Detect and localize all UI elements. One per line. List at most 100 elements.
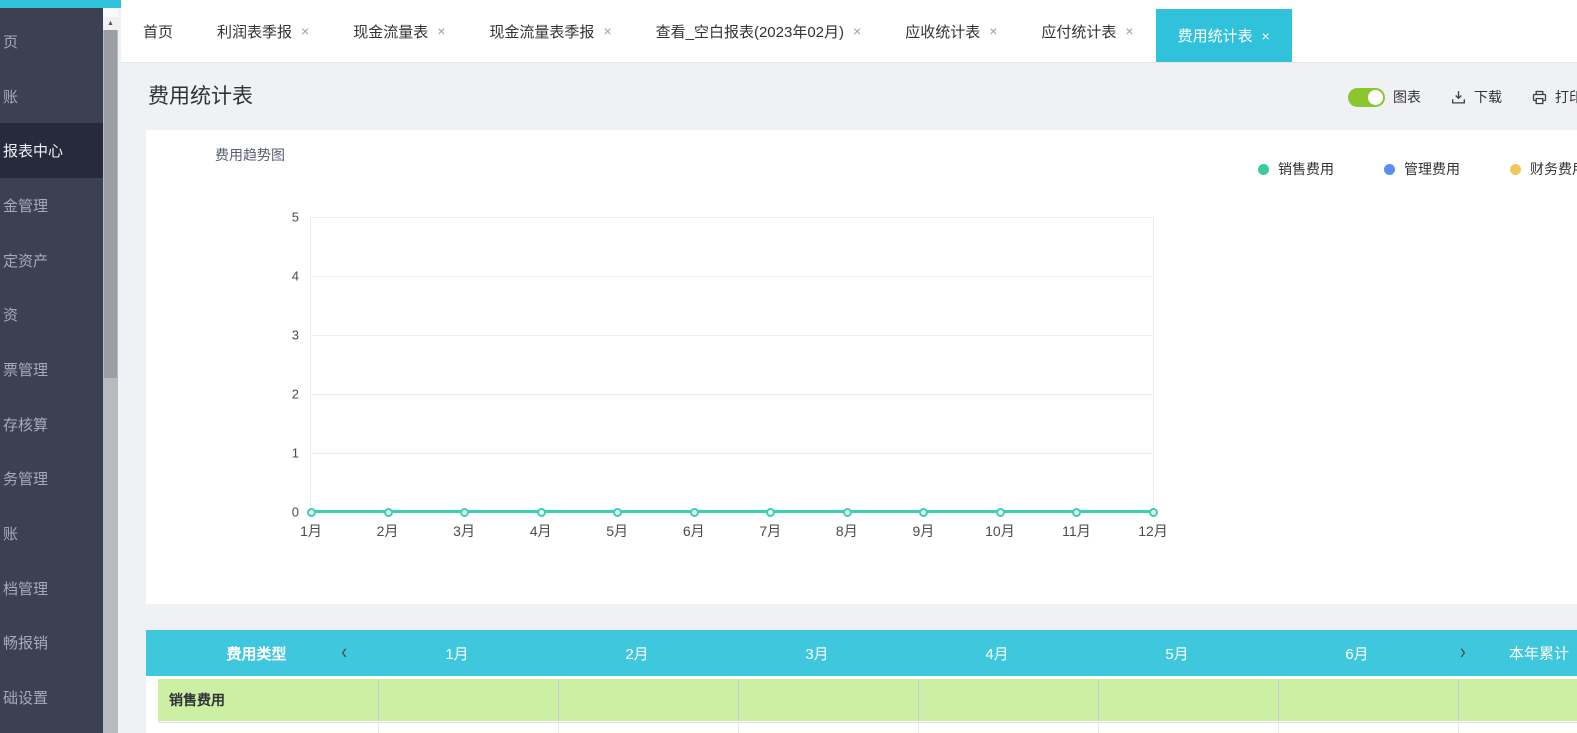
sidebar-nav: 页账报表中心 金管理 定资产资票管理 存核算 务管理账档管理 畅报销 础设置 <box>0 8 103 733</box>
y-axis-label: 3 <box>291 327 299 343</box>
legend-label: 销售费用 <box>1278 161 1334 177</box>
x-axis-label: 7月 <box>759 523 782 539</box>
sidebar-item-12[interactable]: 础设置 <box>3 690 49 708</box>
gridline <box>311 453 1153 454</box>
legend-label: 管理费用 <box>1404 161 1460 177</box>
data-point-marker <box>1072 508 1082 517</box>
row-month-cell-1 <box>379 679 559 721</box>
tab-label: 费用统计表 <box>1177 28 1253 45</box>
x-axis-label: 11月 <box>1062 523 1091 539</box>
tab-3[interactable]: 现金流量表季报 × <box>467 0 633 62</box>
tab-0[interactable]: 首页 <box>121 0 195 62</box>
sidebar-item-6[interactable]: 票管理 <box>3 361 49 379</box>
x-axis-label: 4月 <box>529 523 552 539</box>
gridline <box>311 335 1153 336</box>
row-month-cell-1 <box>379 723 559 733</box>
sidebar-item-2[interactable]: 报表中心 <box>0 123 103 179</box>
print-button[interactable]: 打印 <box>1532 87 1577 107</box>
tab-4[interactable]: 查看_空白报表(2023年02月) × <box>634 0 884 62</box>
row-month-cell-5 <box>1099 723 1279 733</box>
sidebar-item-4[interactable]: 定资产 <box>3 252 49 270</box>
row-year-total-cell <box>1459 679 1577 721</box>
sidebar-menu: 页账报表中心 金管理 定资产资票管理 存核算 务管理账档管理 畅报销 础设置 <box>0 8 103 725</box>
tab-6[interactable]: 应付统计表 × <box>1019 0 1155 62</box>
legend-dot-icon <box>1510 163 1521 175</box>
download-icon <box>1452 90 1465 104</box>
tab-label: 查看_空白报表(2023年02月) <box>655 23 845 41</box>
tab-bar: 首页 利润表季报 × 现金流量表 × 现金流量表季报 × 查看_空白报表(2023年02月) ×… <box>121 0 1577 63</box>
next-page-icon[interactable]: › <box>1460 639 1466 664</box>
sidebar-item-8[interactable]: 务管理 <box>3 471 49 489</box>
row-month-cell-4 <box>919 723 1099 733</box>
row-year-total-cell <box>1459 723 1577 733</box>
close-icon[interactable]: × <box>437 23 446 39</box>
x-axis-label: 6月 <box>682 523 705 539</box>
y-axis-label: 5 <box>291 209 299 225</box>
chart-toggle-label: 图表 <box>1393 89 1421 105</box>
data-point-marker <box>995 508 1005 517</box>
sidebar-scrollbar[interactable]: ▲ <box>103 8 118 733</box>
sidebar-item-1[interactable]: 账 <box>3 88 19 106</box>
sidebar-item-0[interactable]: 页 <box>3 33 19 51</box>
table-header-month-2[interactable]: 2月 <box>625 645 649 663</box>
tab-7[interactable]: 费用统计表 × <box>1155 9 1292 62</box>
prev-page-icon[interactable]: ‹ <box>341 639 347 664</box>
data-point-marker <box>613 508 623 517</box>
close-icon[interactable]: × <box>853 23 862 39</box>
row-month-cell-5 <box>1099 679 1279 721</box>
y-axis-label: 0 <box>291 504 299 520</box>
scrollbar-up-button[interactable]: ▲ <box>103 17 118 30</box>
y-axis-label: 2 <box>291 386 299 402</box>
data-point-marker <box>842 508 852 517</box>
print-icon <box>1532 90 1547 104</box>
download-button[interactable]: 下载 <box>1451 87 1502 107</box>
close-icon[interactable]: × <box>989 23 998 39</box>
data-point-marker <box>1149 508 1158 517</box>
legend-item-0[interactable]: 销售费用 <box>1258 159 1334 179</box>
table-header-month-1[interactable]: 1月 <box>445 645 469 663</box>
table-header-row: 费用类型 ‹ 1月 2月 3月 4月 5月 6月 › 本年累计 <box>146 630 1577 676</box>
tab-label: 利润表季报 <box>217 23 293 41</box>
series-line-sales-expense <box>311 510 1153 513</box>
x-axis-label: 8月 <box>835 523 858 539</box>
sidebar-item-9[interactable]: 账 <box>3 526 19 544</box>
sidebar-item-10[interactable]: 档管理 <box>3 580 49 598</box>
data-point-marker <box>766 508 776 517</box>
tab-label: 应收统计表 <box>905 23 981 41</box>
tab-1[interactable]: 利润表季报 × <box>195 0 331 62</box>
x-axis-label: 5月 <box>606 523 629 539</box>
x-axis-label: 3月 <box>453 523 475 539</box>
table-header-month-6[interactable]: 6月 <box>1345 645 1369 663</box>
sidebar-item-3[interactable]: 金管理 <box>3 197 49 215</box>
x-axis-label: 2月 <box>376 523 399 539</box>
table-header-year-total: › 本年累计 <box>1447 630 1577 676</box>
chart-toggle-switch[interactable] <box>1348 87 1385 107</box>
legend-item-1[interactable]: 管理费用 <box>1384 159 1460 179</box>
expense-type-label: 费用类型 <box>226 645 287 663</box>
close-icon[interactable]: × <box>603 23 612 39</box>
sidebar-item-5[interactable]: 资 <box>3 307 19 325</box>
scrollbar-thumb[interactable] <box>104 30 117 378</box>
close-icon[interactable]: × <box>1125 23 1134 39</box>
sidebar-item-11[interactable]: 畅报销 <box>3 635 49 653</box>
data-point-marker <box>689 508 699 517</box>
chart-title: 费用趋势图 <box>215 147 285 163</box>
row-month-cell-2 <box>559 723 739 733</box>
legend-item-2[interactable]: 财务费用 <box>1510 159 1577 179</box>
close-icon[interactable]: × <box>301 23 310 39</box>
table-header-month-4[interactable]: 4月 <box>985 645 1009 663</box>
table-row[interactable]: 销售费用 <box>158 679 1577 721</box>
legend-dot-icon <box>1258 163 1269 175</box>
table-header-month-3[interactable]: 3月 <box>805 645 829 663</box>
data-point-marker <box>460 508 470 517</box>
tab-label: 现金流量表季报 <box>489 23 595 41</box>
tab-5[interactable]: 应收统计表 × <box>883 0 1019 62</box>
sidebar-item-7[interactable]: 存核算 <box>3 416 49 434</box>
row-month-cell-6 <box>1279 723 1459 733</box>
y-axis-label: 1 <box>291 445 299 461</box>
table-header-month-5[interactable]: 5月 <box>1165 645 1189 663</box>
row-expense-type: 销售费用 <box>158 679 379 721</box>
close-icon[interactable]: × <box>1261 27 1270 44</box>
gridline <box>311 276 1153 277</box>
tab-2[interactable]: 现金流量表 × <box>331 0 467 62</box>
